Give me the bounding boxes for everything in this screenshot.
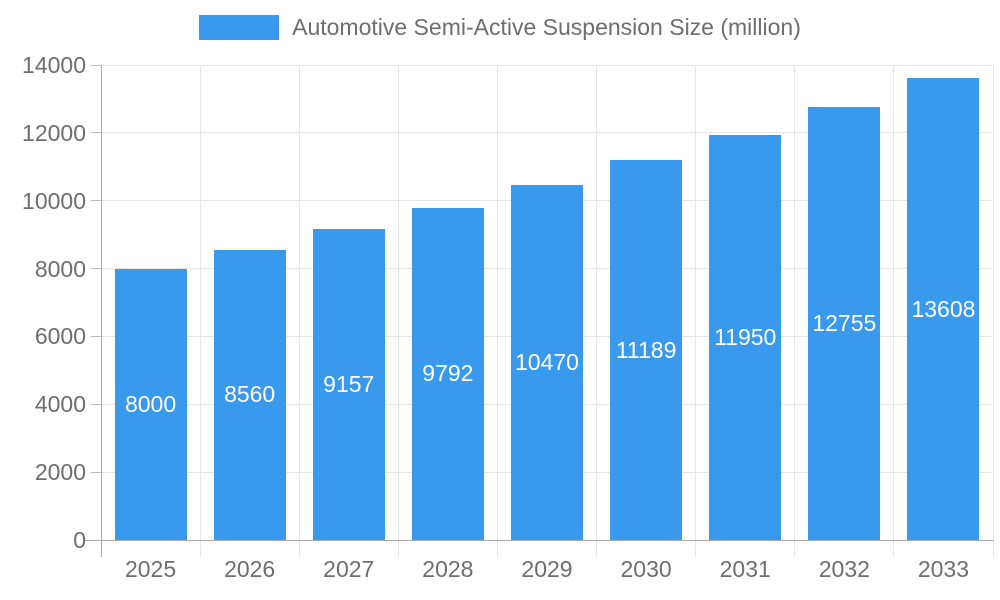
- bar-value-label: 8000: [124, 390, 177, 417]
- v-gridline: [298, 65, 300, 557]
- y-axis-tick-label: 10000: [22, 187, 86, 214]
- x-axis-tick-label: 2029: [521, 556, 573, 582]
- bar: 9157: [312, 229, 385, 540]
- x-axis-tick-label: 2026: [224, 556, 276, 582]
- h-gridline: [101, 132, 993, 134]
- bar-value-label: 13608: [911, 295, 976, 322]
- bar-value-label: 8560: [224, 381, 276, 408]
- y-axis-tick-label: 6000: [34, 323, 86, 350]
- bar: 13608: [907, 78, 980, 540]
- v-gridline: [794, 65, 796, 557]
- y-axis-tick: [91, 268, 101, 270]
- y-axis-tick-label: 4000: [34, 391, 86, 418]
- x-axis-tick-label: 2030: [620, 556, 672, 582]
- legend-label: Automotive Semi-Active Suspension Size (…: [292, 14, 801, 40]
- y-axis-tick-label: 12000: [22, 119, 86, 146]
- y-axis-line: [101, 65, 102, 557]
- bar-value-label: 10470: [515, 348, 579, 375]
- x-axis-tick-label: 2031: [719, 556, 771, 582]
- v-gridline: [496, 65, 498, 557]
- x-axis-tick-label: 2025: [124, 556, 177, 582]
- bar: 12755: [808, 107, 881, 540]
- bar: 10470: [511, 184, 583, 540]
- y-axis-tick: [91, 64, 101, 66]
- x-axis-line: [85, 540, 993, 541]
- v-gridline: [695, 65, 697, 557]
- bar: 11189: [610, 160, 683, 540]
- y-axis-tick: [91, 471, 101, 473]
- bar-value-label: 11189: [615, 336, 677, 363]
- y-axis-tick: [91, 200, 101, 202]
- x-axis-tick-label: 2027: [323, 556, 375, 582]
- bar: 11950: [709, 134, 782, 540]
- y-axis-tick-label: 0: [73, 527, 86, 553]
- x-axis-tick-label: 2033: [917, 556, 970, 582]
- v-gridline: [596, 65, 598, 557]
- v-gridline: [893, 65, 895, 557]
- y-axis-tick-label: 8000: [34, 255, 86, 282]
- bar: 8560: [213, 249, 286, 540]
- v-gridline: [199, 65, 201, 557]
- bar-value-label: 9157: [323, 371, 375, 398]
- bar-value-label: 11950: [714, 323, 777, 350]
- y-axis-tick: [91, 335, 101, 337]
- bar: 8000: [114, 268, 187, 540]
- y-axis-tick-label: 2000: [34, 459, 86, 486]
- y-axis-tick: [91, 403, 101, 405]
- legend-swatch: [199, 15, 280, 40]
- y-axis-tick: [91, 132, 101, 134]
- legend: Automotive Semi-Active Suspension Size (…: [0, 14, 1000, 41]
- bar: 9792: [411, 207, 484, 540]
- plot-area: 8000 8560 9157 9792 10470 11189 11950 12755 1360…: [85, 64, 994, 557]
- bar-value-label: 9792: [422, 360, 474, 387]
- v-gridline: [397, 65, 399, 557]
- v-gridline: [992, 65, 994, 557]
- bar-value-label: 12755: [812, 310, 877, 337]
- x-axis-tick-label: 2032: [818, 556, 870, 582]
- y-axis-tick-label: 14000: [22, 52, 86, 78]
- x-axis-tick-label: 2028: [422, 556, 474, 582]
- h-gridline: [101, 64, 993, 66]
